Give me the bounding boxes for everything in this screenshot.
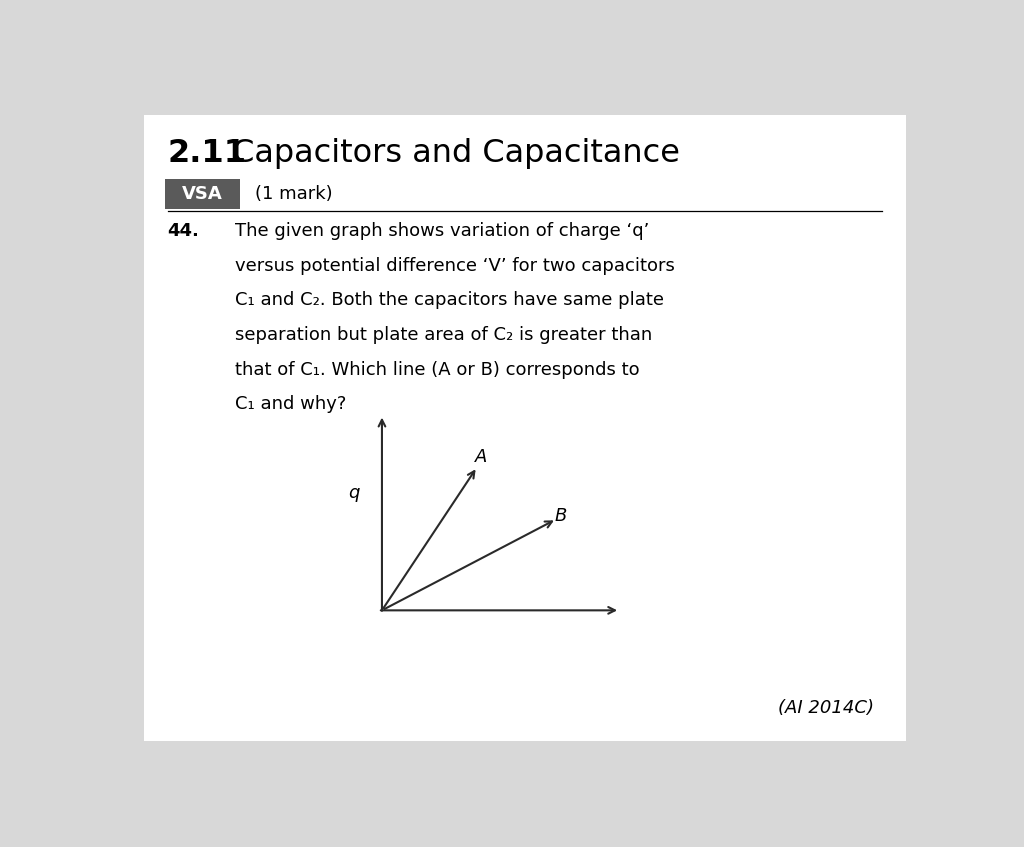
Text: (1 mark): (1 mark) [255, 185, 333, 203]
FancyBboxPatch shape [143, 114, 905, 741]
Text: The given graph shows variation of charge ‘q’: The given graph shows variation of charg… [236, 222, 649, 241]
Text: versus potential difference ‘V’ for two capacitors: versus potential difference ‘V’ for two … [236, 257, 675, 275]
Text: B: B [554, 507, 566, 525]
Text: (AI 2014C): (AI 2014C) [778, 699, 874, 717]
Text: q: q [348, 484, 359, 502]
FancyBboxPatch shape [165, 180, 240, 209]
Text: A: A [475, 448, 487, 466]
Text: that of C₁. Which line (A or B) corresponds to: that of C₁. Which line (A or B) correspo… [236, 361, 640, 379]
Text: C₁ and C₂. Both the capacitors have same plate: C₁ and C₂. Both the capacitors have same… [236, 291, 665, 309]
Text: 2.11: 2.11 [168, 137, 247, 169]
Text: VSA: VSA [182, 185, 223, 203]
Text: 44.: 44. [168, 222, 200, 241]
Text: C₁ and why?: C₁ and why? [236, 395, 346, 413]
Text: Capacitors and Capacitance: Capacitors and Capacitance [221, 137, 680, 169]
Text: separation but plate area of C₂ is greater than: separation but plate area of C₂ is great… [236, 326, 652, 344]
